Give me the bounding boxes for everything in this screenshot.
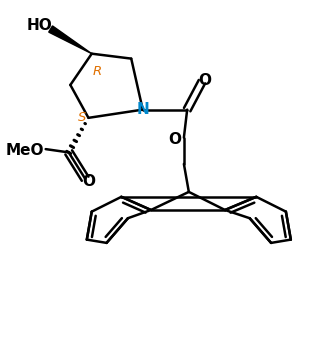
Text: HO: HO xyxy=(26,18,52,33)
Text: N: N xyxy=(136,102,149,117)
Text: R: R xyxy=(93,65,102,78)
Text: O: O xyxy=(82,174,95,189)
Polygon shape xyxy=(49,26,92,54)
Text: O: O xyxy=(169,132,182,147)
Text: S: S xyxy=(78,112,86,124)
Text: MeO: MeO xyxy=(6,143,44,158)
Text: O: O xyxy=(198,73,211,88)
